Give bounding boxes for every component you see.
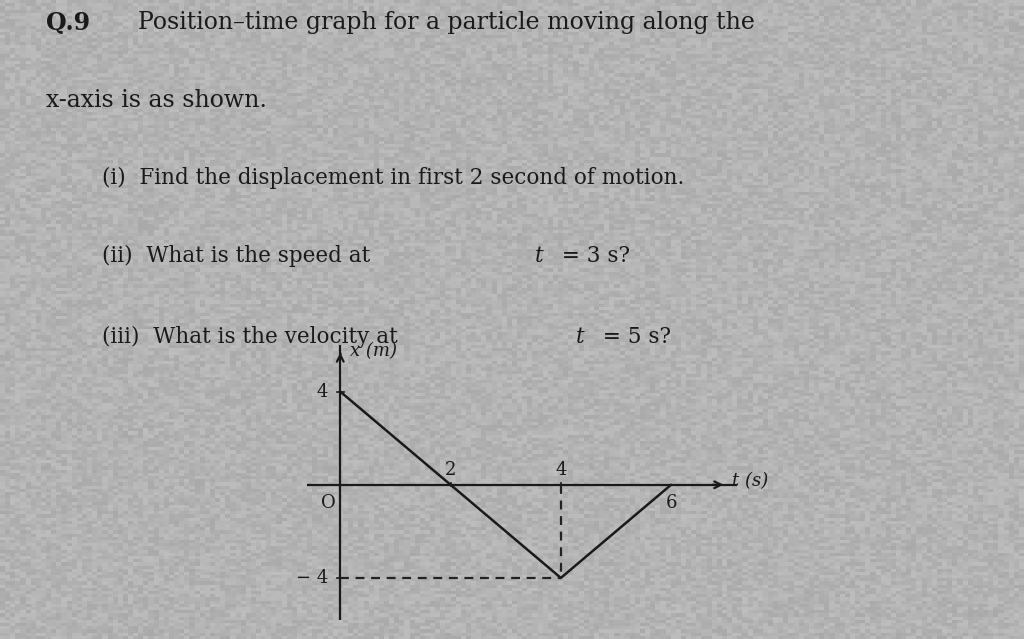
Text: (ii)  What is the speed at: (ii) What is the speed at: [102, 245, 378, 266]
Text: t: t: [535, 245, 543, 266]
Text: t (s): t (s): [732, 472, 768, 490]
Text: − 4: − 4: [296, 569, 328, 587]
Text: = 3 s?: = 3 s?: [555, 245, 630, 266]
Text: Position–time graph for a particle moving along the: Position–time graph for a particle movin…: [138, 11, 755, 34]
Text: Q.9: Q.9: [46, 11, 90, 35]
Text: O: O: [321, 493, 336, 512]
Text: 6: 6: [666, 493, 677, 512]
Text: 2: 2: [444, 461, 457, 479]
Text: 4: 4: [555, 461, 566, 479]
Text: 4: 4: [316, 383, 328, 401]
Text: x-axis is as shown.: x-axis is as shown.: [46, 89, 267, 112]
Text: t: t: [575, 326, 584, 348]
Text: (iii)  What is the velocity at: (iii) What is the velocity at: [102, 326, 406, 348]
Text: x (m): x (m): [350, 342, 397, 360]
Text: = 5 s?: = 5 s?: [596, 326, 671, 348]
Text: (i)  Find the displacement in first 2 second of motion.: (i) Find the displacement in first 2 sec…: [102, 167, 685, 189]
